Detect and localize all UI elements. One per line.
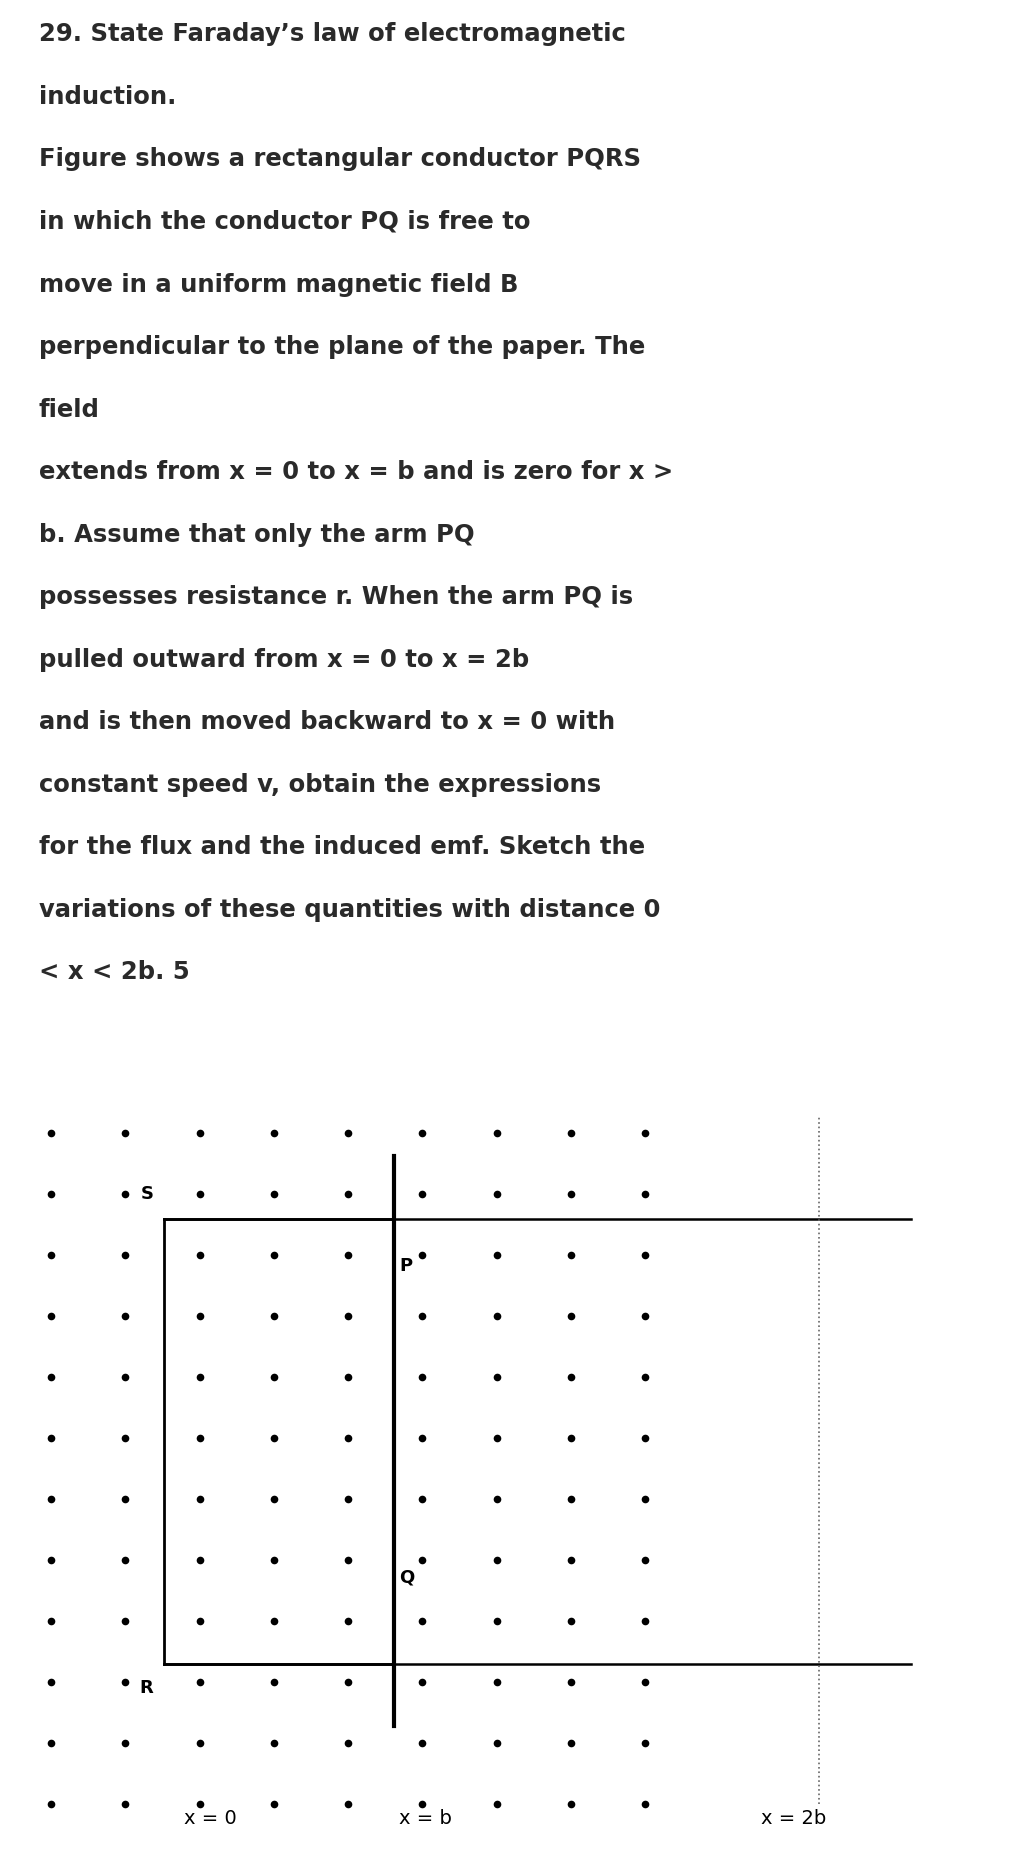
Text: extends from x = 0 to x = b and is zero for x >: extends from x = 0 to x = b and is zero …	[39, 459, 673, 483]
Text: < x < 2b. 5: < x < 2b. 5	[39, 961, 189, 985]
Text: P: P	[399, 1257, 413, 1275]
Text: perpendicular to the plane of the paper. The: perpendicular to the plane of the paper.…	[39, 335, 645, 359]
Text: R: R	[140, 1679, 154, 1697]
Text: and is then moved backward to x = 0 with: and is then moved backward to x = 0 with	[39, 710, 615, 734]
Text: variations of these quantities with distance 0: variations of these quantities with dist…	[39, 898, 660, 922]
Text: 29. State Faraday’s law of electromagnetic: 29. State Faraday’s law of electromagnet…	[39, 22, 626, 46]
Text: x = b: x = b	[398, 1809, 452, 1827]
Text: field: field	[39, 398, 99, 422]
Text: Q: Q	[399, 1569, 415, 1588]
Text: Figure shows a rectangular conductor PQRS: Figure shows a rectangular conductor PQR…	[39, 147, 641, 171]
Text: induction.: induction.	[39, 86, 176, 110]
Text: pulled outward from x = 0 to x = 2b: pulled outward from x = 0 to x = 2b	[39, 647, 529, 671]
Text: b. Assume that only the arm PQ: b. Assume that only the arm PQ	[39, 522, 474, 547]
Text: move in a uniform magnetic field B: move in a uniform magnetic field B	[39, 273, 518, 297]
Text: possesses resistance r. When the arm PQ is: possesses resistance r. When the arm PQ …	[39, 586, 633, 610]
Text: in which the conductor PQ is free to: in which the conductor PQ is free to	[39, 210, 530, 234]
Text: S: S	[140, 1186, 154, 1203]
Text: x = 2b: x = 2b	[761, 1809, 826, 1827]
Text: x = 0: x = 0	[183, 1809, 237, 1827]
Text: constant speed v, obtain the expressions: constant speed v, obtain the expressions	[39, 773, 601, 798]
Text: for the flux and the induced emf. Sketch the: for the flux and the induced emf. Sketch…	[39, 835, 645, 859]
